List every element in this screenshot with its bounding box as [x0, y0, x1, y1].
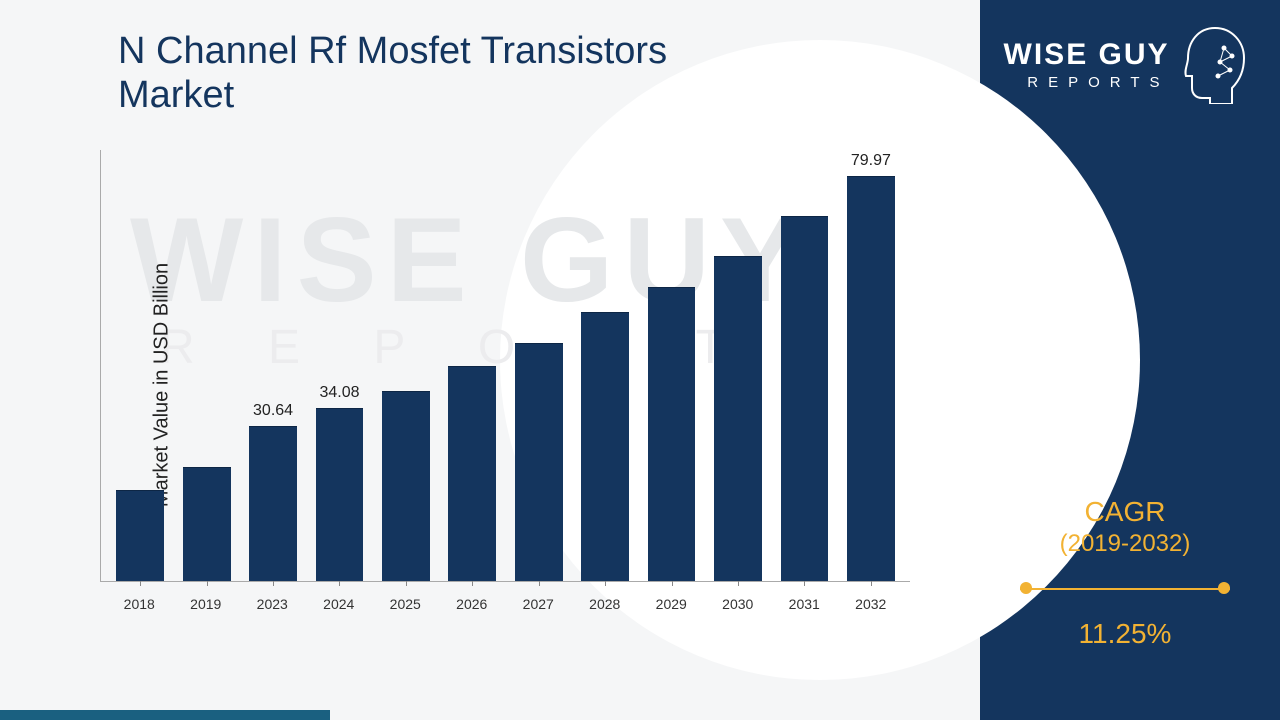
bar-slot: [173, 150, 239, 581]
logo-sub-text: REPORTS: [1004, 74, 1170, 91]
bar: [581, 312, 629, 581]
bar-slot: [771, 150, 837, 581]
x-axis-label: 2031: [771, 596, 838, 612]
logo-main-text: WISE GUY: [1004, 38, 1170, 72]
bar: [781, 216, 829, 581]
x-axis-label: 2028: [572, 596, 639, 612]
bar-slot: 79.97: [838, 150, 904, 581]
bar-value-label: 30.64: [253, 402, 293, 422]
bar-value-label: 34.08: [319, 384, 359, 404]
x-axis-label: 2018: [106, 596, 173, 612]
cagr-range: (2019-2032): [1010, 530, 1240, 558]
bar-slot: [439, 150, 505, 581]
canvas: WISE GUY R E P O R T S N Channel Rf Mosf…: [0, 0, 1280, 720]
plot-area: 30.64 34.08 79.97: [100, 150, 910, 582]
bar: [183, 467, 231, 581]
bar: [714, 256, 762, 581]
cagr-title: CAGR: [1010, 496, 1240, 528]
x-axis-label: 2030: [705, 596, 772, 612]
bottom-strip: [0, 710, 330, 720]
x-axis-label: 2024: [306, 596, 373, 612]
bar: [249, 426, 297, 581]
bar: [448, 366, 496, 582]
chart-title: N Channel Rf Mosfet Transistors Market: [118, 30, 758, 117]
cagr-box: CAGR (2019-2032) 11.25%: [1010, 496, 1240, 650]
bar-chart: Market Value in USD Billion 30.6434.0879…: [80, 150, 910, 620]
bar-slot: 34.08: [306, 150, 372, 581]
bar-slot: [107, 150, 173, 581]
bar-slot: 30.64: [240, 150, 306, 581]
bar: [648, 287, 696, 581]
bar-slot: [638, 150, 704, 581]
bar: [515, 343, 563, 581]
x-axis-label: 2019: [173, 596, 240, 612]
x-axis-label: 2026: [439, 596, 506, 612]
x-axis-label: 2025: [372, 596, 439, 612]
head-icon: [1180, 24, 1250, 104]
bar-slot: [572, 150, 638, 581]
bar-value-label: 79.97: [851, 152, 891, 172]
x-axis-label: 2023: [239, 596, 306, 612]
bar-slot: [705, 150, 771, 581]
bar: [847, 176, 895, 581]
brand-logo: WISE GUY REPORTS: [1004, 24, 1250, 104]
bar: [116, 490, 164, 581]
bar: [316, 408, 364, 581]
bar-slot: [506, 150, 572, 581]
cagr-value: 11.25%: [1010, 618, 1240, 650]
x-axis-label: 2029: [638, 596, 705, 612]
cagr-divider: [1020, 576, 1230, 600]
bar-slot: [373, 150, 439, 581]
bar: [382, 391, 430, 581]
x-axis-label: 2027: [505, 596, 572, 612]
x-axis-label: 2032: [838, 596, 905, 612]
